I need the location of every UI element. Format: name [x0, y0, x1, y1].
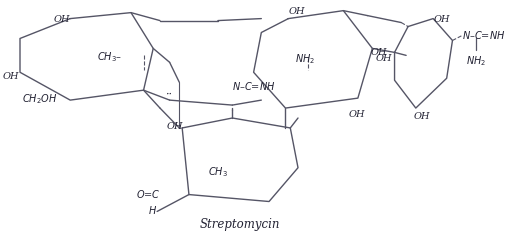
Text: $CH_3$–: $CH_3$– [97, 50, 123, 64]
Text: OH: OH [288, 7, 305, 16]
Text: ··: ·· [165, 89, 172, 99]
Text: $N$–$C$=$NH$: $N$–$C$=$NH$ [462, 29, 506, 40]
Text: Streptomycin: Streptomycin [200, 218, 280, 231]
Text: $O$=$C$: $O$=$C$ [136, 188, 161, 200]
Text: OH: OH [433, 15, 450, 24]
Text: $N$–$C$=$NH$: $N$–$C$=$NH$ [232, 80, 276, 92]
Text: $CH_2OH$: $CH_2OH$ [22, 92, 57, 106]
Text: OH: OH [370, 48, 387, 57]
Text: OH: OH [348, 110, 365, 119]
Text: $H$: $H$ [148, 204, 157, 217]
Text: $NH_2$: $NH_2$ [295, 52, 315, 66]
Text: OH: OH [167, 122, 183, 131]
Text: OH: OH [3, 72, 19, 81]
Text: OH: OH [414, 112, 430, 121]
Text: $NH_2$: $NH_2$ [466, 54, 486, 68]
Text: OH: OH [375, 54, 392, 63]
Text: $CH_3$: $CH_3$ [208, 165, 228, 178]
Text: OH: OH [54, 15, 70, 24]
